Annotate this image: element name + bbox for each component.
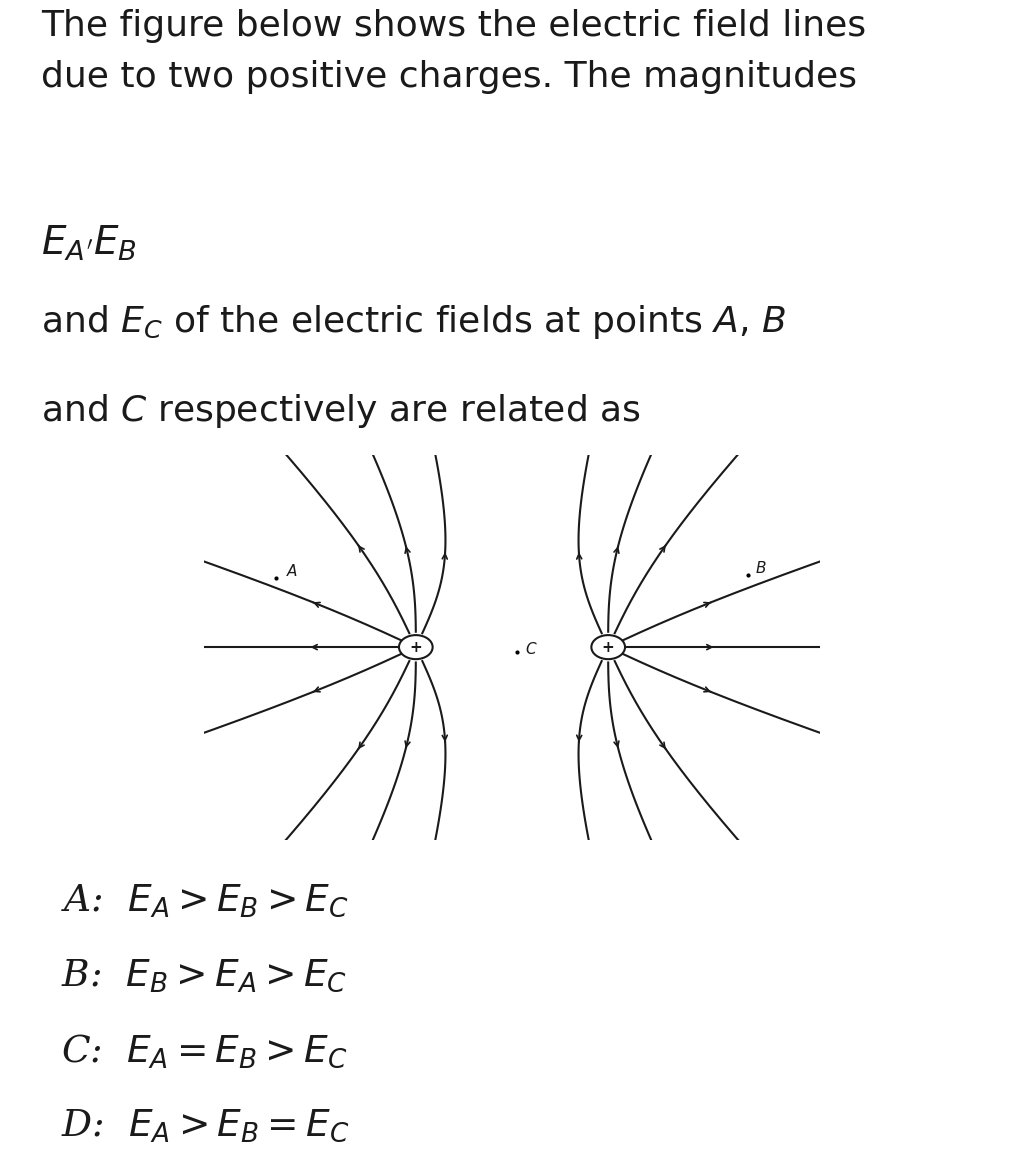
Text: The figure below shows the electric field lines
due to two positive charges. The: The figure below shows the electric fiel… bbox=[41, 9, 866, 93]
Text: D:  $E_A > E_B = E_C$: D: $E_A > E_B = E_C$ bbox=[61, 1108, 350, 1144]
Text: +: + bbox=[602, 640, 614, 654]
Text: and $C$ respectively are related as: and $C$ respectively are related as bbox=[41, 392, 641, 430]
Ellipse shape bbox=[592, 635, 625, 659]
Text: $E_{A'}E_B$: $E_{A'}E_B$ bbox=[41, 224, 137, 264]
Text: A:  $E_A > E_B > E_C$: A: $E_A > E_B > E_C$ bbox=[61, 881, 349, 919]
Text: $B$: $B$ bbox=[756, 560, 767, 576]
Text: C:  $E_A = E_B > E_C$: C: $E_A = E_B > E_C$ bbox=[61, 1032, 348, 1069]
Text: +: + bbox=[410, 640, 422, 654]
Ellipse shape bbox=[399, 635, 432, 659]
Text: B:  $E_B > E_A > E_C$: B: $E_B > E_A > E_C$ bbox=[61, 957, 347, 993]
Text: and $E_C$ of the electric fields at points $A$, $B$: and $E_C$ of the electric fields at poin… bbox=[41, 303, 785, 342]
Text: $A$: $A$ bbox=[286, 563, 298, 580]
Text: $C$: $C$ bbox=[525, 641, 538, 656]
